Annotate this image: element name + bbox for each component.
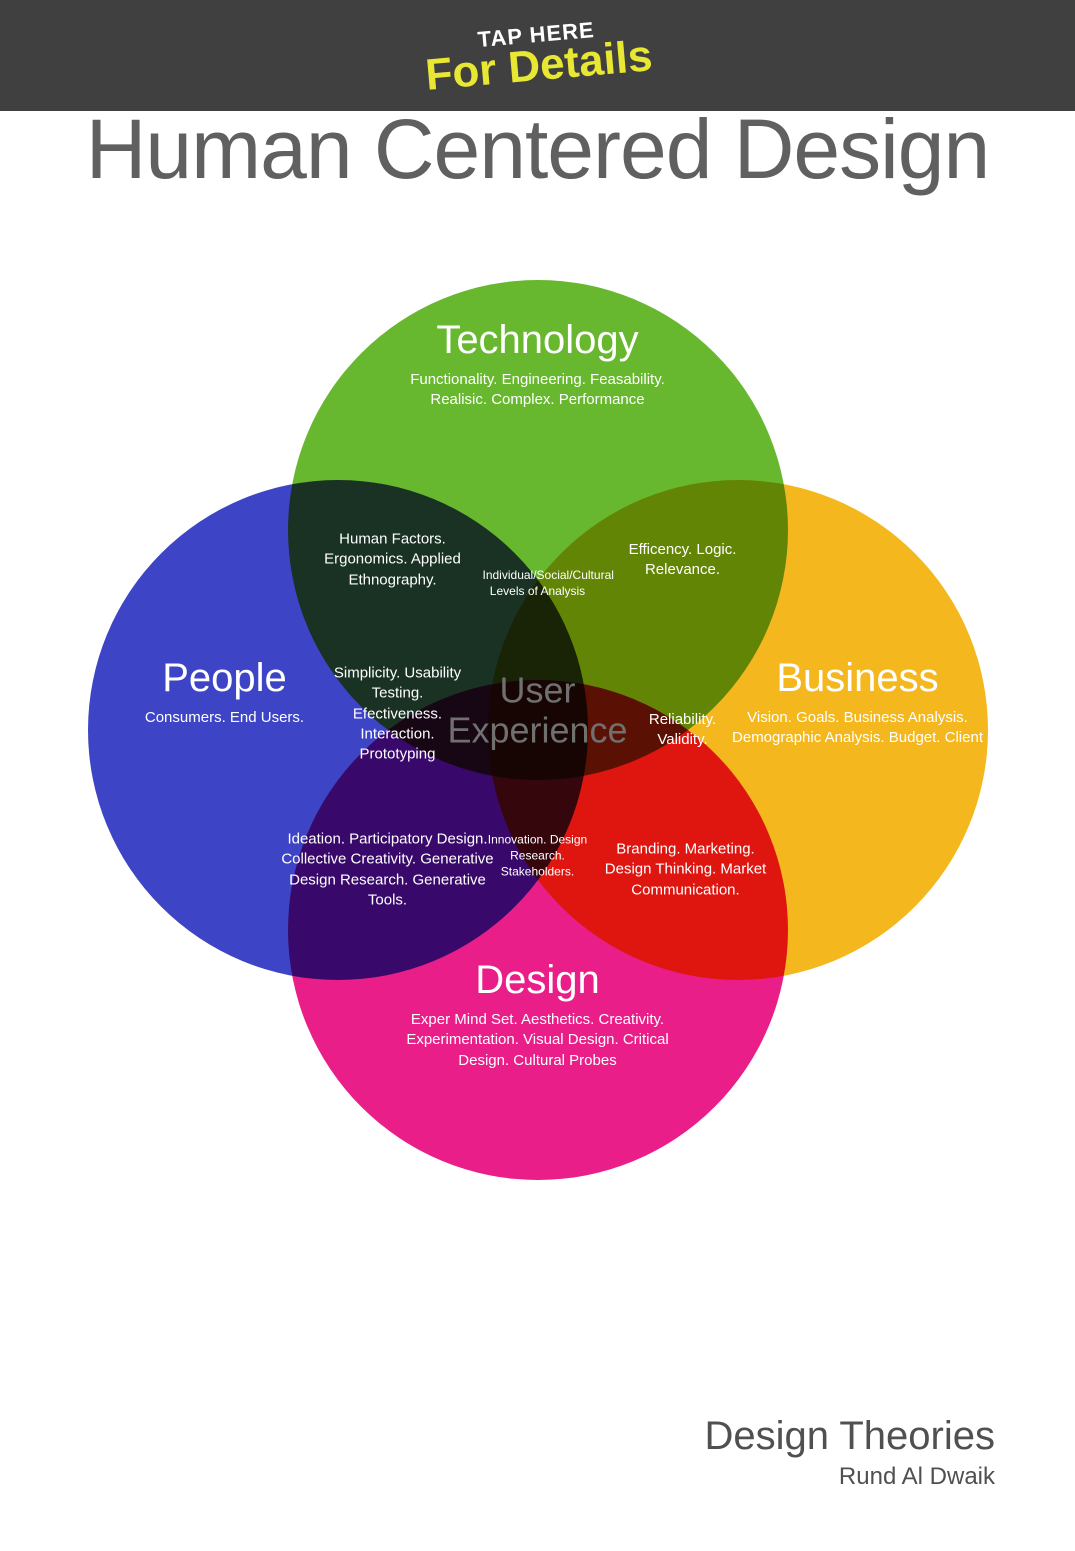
label-business-desc: Vision. Goals. Business Analysis. Demogr… — [728, 708, 988, 749]
label-design-title: Design — [388, 960, 688, 1000]
top-banner[interactable]: TAP HERE For Details — [0, 0, 1075, 111]
label-technology-title: Technology — [408, 320, 668, 360]
footer-author: Rund Al Dwaik — [704, 1463, 995, 1491]
label-people-desc: Consumers. End Users. — [95, 708, 355, 728]
label-technology: Technology Functionality. Engineering. F… — [408, 320, 668, 411]
footer-title: Design Theories — [704, 1414, 995, 1459]
overlap-people-inner: Simplicity. Usability Testing. Efectiven… — [333, 663, 463, 764]
label-technology-desc: Functionality. Engineering. Feasability.… — [408, 370, 668, 411]
label-design-desc: Exper Mind Set. Aesthetics. Creativity. … — [388, 1010, 688, 1071]
venn-center-label: User Experience — [438, 670, 638, 749]
label-people: People Consumers. End Users. — [95, 658, 355, 728]
label-business: Business Vision. Goals. Business Analysi… — [728, 658, 988, 749]
banner-text: TAP HERE For Details — [421, 14, 653, 98]
overlap-tech-business: Efficency. Logic. Relevance. — [613, 540, 753, 581]
overlap-business-design: Branding. Marketing. Design Thinking. Ma… — [596, 840, 776, 901]
overlap-triple-top: Individual/Social/Cultural Levels of Ana… — [483, 567, 593, 599]
footer: Design Theories Rund Al Dwaik — [704, 1414, 995, 1491]
page-title: Human Centered Design — [0, 101, 1075, 198]
overlap-triple-bottom: Innovation. Design Research. Stakeholder… — [483, 832, 593, 881]
overlap-business-inner: Reliability. Validity. — [623, 710, 743, 751]
overlap-people-design: Ideation. Participatory Design. Collecti… — [278, 830, 498, 911]
overlap-tech-people: Human Factors. Ergonomics. Applied Ethno… — [303, 530, 483, 591]
label-business-title: Business — [728, 658, 988, 698]
venn-diagram: User Experience Technology Functionality… — [88, 280, 988, 1180]
label-design: Design Exper Mind Set. Aesthetics. Creat… — [388, 960, 688, 1071]
label-people-title: People — [95, 658, 355, 698]
